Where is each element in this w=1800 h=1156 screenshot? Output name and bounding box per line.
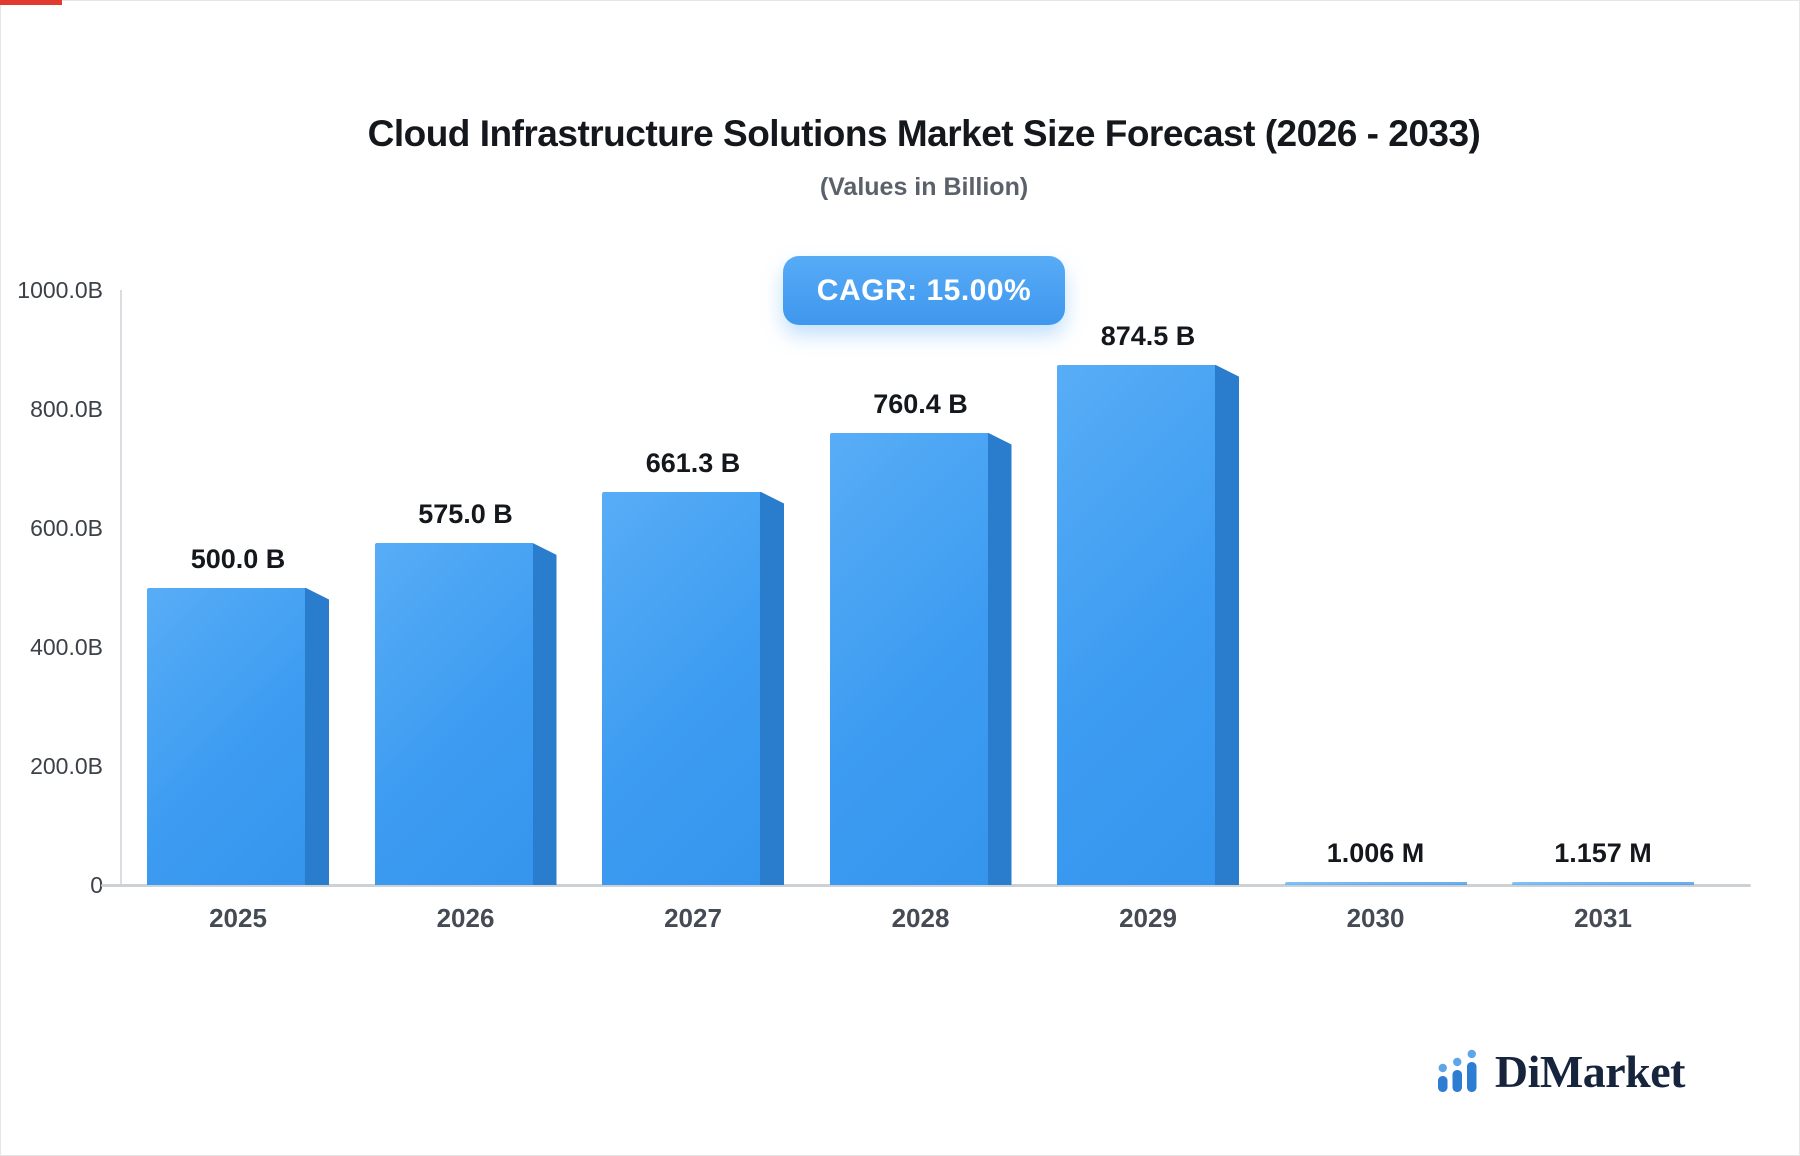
y-axis-tick-label: 400.0B <box>30 634 103 660</box>
bar-2030 <box>1284 882 1467 885</box>
bar-value-label: 500.0 B <box>190 543 286 574</box>
bar-chart-logo-icon <box>1437 1049 1477 1092</box>
bar-value-label: 1.006 M <box>1326 838 1425 868</box>
bar-value-label: 575.0 B <box>418 498 513 529</box>
x-axis-label: 2031 <box>1574 903 1632 933</box>
chart-subtitle: (Values in Billion) <box>819 173 1029 201</box>
cagr-badge: CAGR: 15.00% <box>782 256 1066 325</box>
bar-side-face <box>1215 364 1239 885</box>
bar-front-face <box>829 432 988 885</box>
y-axis-line <box>120 290 122 885</box>
chart-title: Cloud Infrastructure Solutions Market Si… <box>367 113 1481 154</box>
x-axis-line <box>101 884 1751 887</box>
bar-2027 <box>602 491 784 885</box>
brand-logo: DiMarket <box>1435 1045 1686 1098</box>
bar-2025 <box>147 587 329 885</box>
screen-artifact-red-strip <box>0 0 62 5</box>
x-axis-label: 2026 <box>436 903 495 933</box>
bar-value-label: 874.5 B <box>1100 320 1196 351</box>
y-axis-tick-label: 600.0B <box>30 515 103 541</box>
bar-side-face <box>987 432 1012 885</box>
bar-2029 <box>1057 364 1239 885</box>
x-axis-label: 2027 <box>664 903 722 933</box>
bar-side-face <box>305 587 329 885</box>
bar-front-face <box>1512 882 1694 885</box>
y-axis-tick-label: 800.0B <box>30 396 103 422</box>
x-axis-label: 2029 <box>1119 903 1177 933</box>
bar-front-face <box>1057 364 1215 885</box>
bar-side-face <box>532 542 557 885</box>
bar-side-face <box>760 491 784 885</box>
bar-front-face <box>602 491 760 885</box>
y-axis-tick-label: 0 <box>90 872 103 898</box>
x-axis-label: 2030 <box>1346 903 1405 933</box>
y-axis-tick-label: 1000.0B <box>17 277 103 303</box>
bar-front-face <box>374 542 533 885</box>
bar-front-face <box>1284 882 1467 885</box>
cagr-badge-row: CAGR: 15.00% <box>48 256 1800 325</box>
bar-value-label: 661.3 B <box>645 447 741 478</box>
bar-2028 <box>829 432 1012 885</box>
x-axis-label: 2028 <box>891 903 950 933</box>
y-axis-tick-label: 200.0B <box>30 753 103 779</box>
x-axis-label: 2025 <box>209 903 267 933</box>
bar-2031 <box>1512 882 1694 885</box>
bar-value-label: 760.4 B <box>873 388 968 419</box>
bar-front-face <box>147 587 305 885</box>
bar-2026 <box>374 542 557 885</box>
brand-name: DiMarket <box>1494 1046 1686 1097</box>
bar-value-label: 1.157 M <box>1554 838 1652 868</box>
